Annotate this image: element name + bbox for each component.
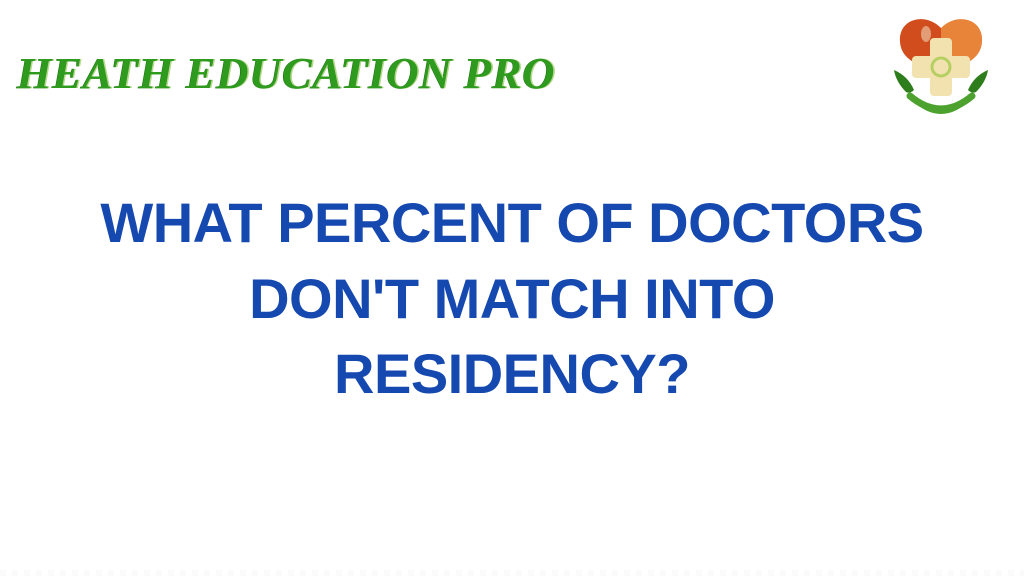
brand-title: HEATH EDUCATION PRO: [17, 48, 555, 99]
headline-container: WHAT PERCENT OF DOCTORS DON'T MATCH INTO…: [0, 185, 1024, 412]
leaf-right-icon: [968, 70, 988, 93]
headline-text: WHAT PERCENT OF DOCTORS DON'T MATCH INTO…: [100, 185, 924, 412]
brand-logo: [886, 10, 996, 120]
heart-shine-icon: [921, 26, 931, 42]
hand-curve-icon: [910, 96, 972, 109]
logo-svg: [886, 10, 996, 120]
compression-artifact: [0, 570, 1024, 576]
leaf-left-icon: [894, 70, 914, 93]
